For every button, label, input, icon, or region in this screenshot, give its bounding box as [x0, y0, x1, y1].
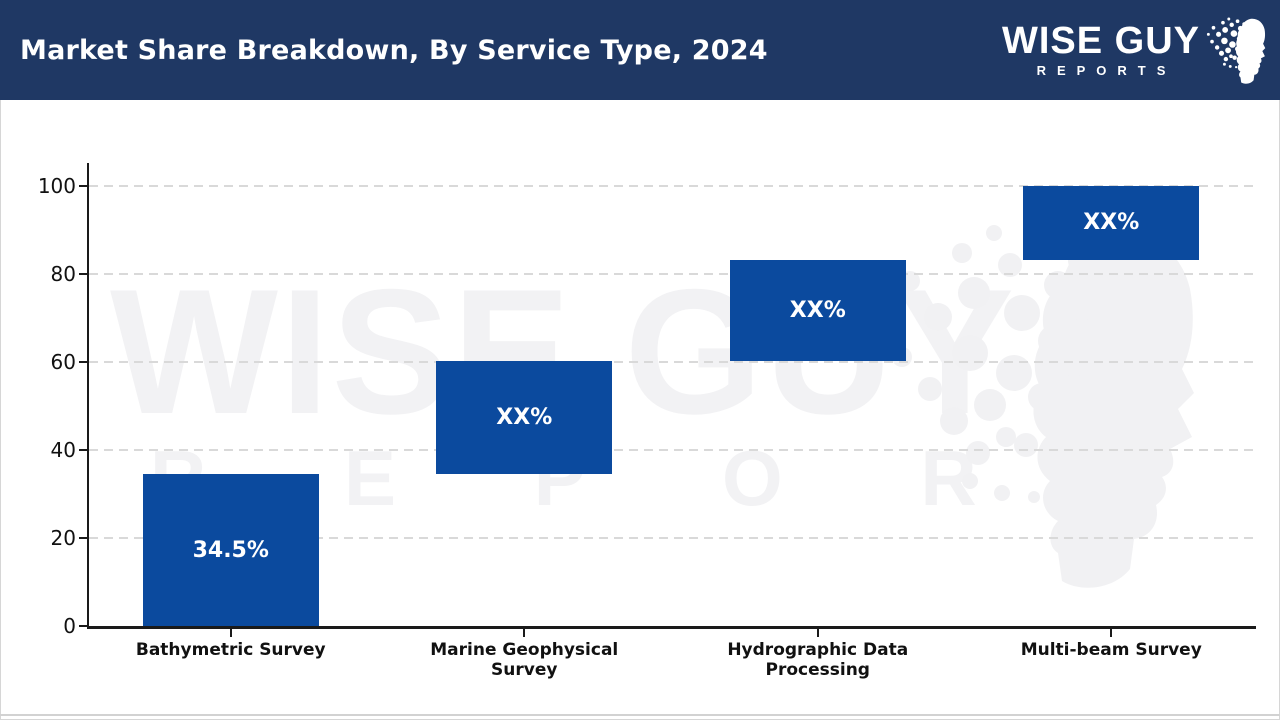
- x-tick-mark-2: [523, 629, 526, 637]
- gridline-60: [89, 361, 1256, 363]
- bar-2: XX%: [436, 360, 613, 475]
- bar-1: 34.5%: [142, 474, 319, 626]
- x-axis-line: [87, 626, 1256, 629]
- y-tick-label-40: 40: [50, 438, 76, 462]
- x-tick-mark-1: [229, 629, 232, 637]
- y-axis-line: [87, 163, 89, 629]
- x-tick-mark-3: [816, 629, 819, 637]
- footer-divider: [0, 714, 1280, 716]
- y-tick-label-20: 20: [50, 526, 76, 550]
- bar-value-label: XX%: [496, 404, 553, 430]
- y-tick-mark-20: [79, 537, 87, 539]
- bar-4: XX%: [1023, 186, 1200, 260]
- x-tick-mark-4: [1110, 629, 1113, 637]
- watermark-face-icon: [874, 225, 1194, 588]
- y-tick-mark-0: [79, 625, 87, 627]
- wiseguy-logo: WISE GUY REPORTS: [1002, 11, 1280, 89]
- header-bar: Market Share Breakdown, By Service Type,…: [0, 0, 1280, 100]
- y-tick-label-80: 80: [50, 262, 76, 286]
- y-tick-mark-40: [79, 449, 87, 451]
- bar-3: XX%: [729, 259, 906, 361]
- page-title: Market Share Breakdown, By Service Type,…: [20, 34, 768, 66]
- wiseguy-face-icon: [1206, 17, 1266, 84]
- gridline-100: [89, 185, 1256, 187]
- gridline-40: [89, 449, 1256, 451]
- x-category-label-2: Marine Geophysical Survey: [430, 640, 619, 680]
- bar-value-label: 34.5%: [192, 537, 269, 563]
- x-category-label-3: Hydrographic Data Processing: [727, 640, 909, 680]
- bar-value-label: XX%: [1083, 210, 1140, 236]
- y-tick-mark-60: [79, 361, 87, 363]
- y-tick-mark-100: [79, 185, 87, 187]
- logo-subtitle: REPORTS: [1036, 63, 1177, 78]
- bar-value-label: XX%: [789, 297, 846, 323]
- y-tick-label-0: 0: [63, 614, 76, 638]
- gridline-20: [89, 537, 1256, 539]
- y-tick-label-60: 60: [50, 350, 76, 374]
- y-tick-label-100: 100: [37, 174, 76, 198]
- logo-wordmark: WISE GUY: [1001, 20, 1200, 62]
- gridline-80: [89, 273, 1256, 275]
- x-category-label-4: Multi-beam Survey: [1020, 640, 1202, 660]
- wiseguy-logo-text: WISE GUY REPORTS: [1002, 21, 1200, 79]
- x-category-label-1: Bathymetric Survey: [135, 640, 326, 660]
- y-tick-mark-80: [79, 273, 87, 275]
